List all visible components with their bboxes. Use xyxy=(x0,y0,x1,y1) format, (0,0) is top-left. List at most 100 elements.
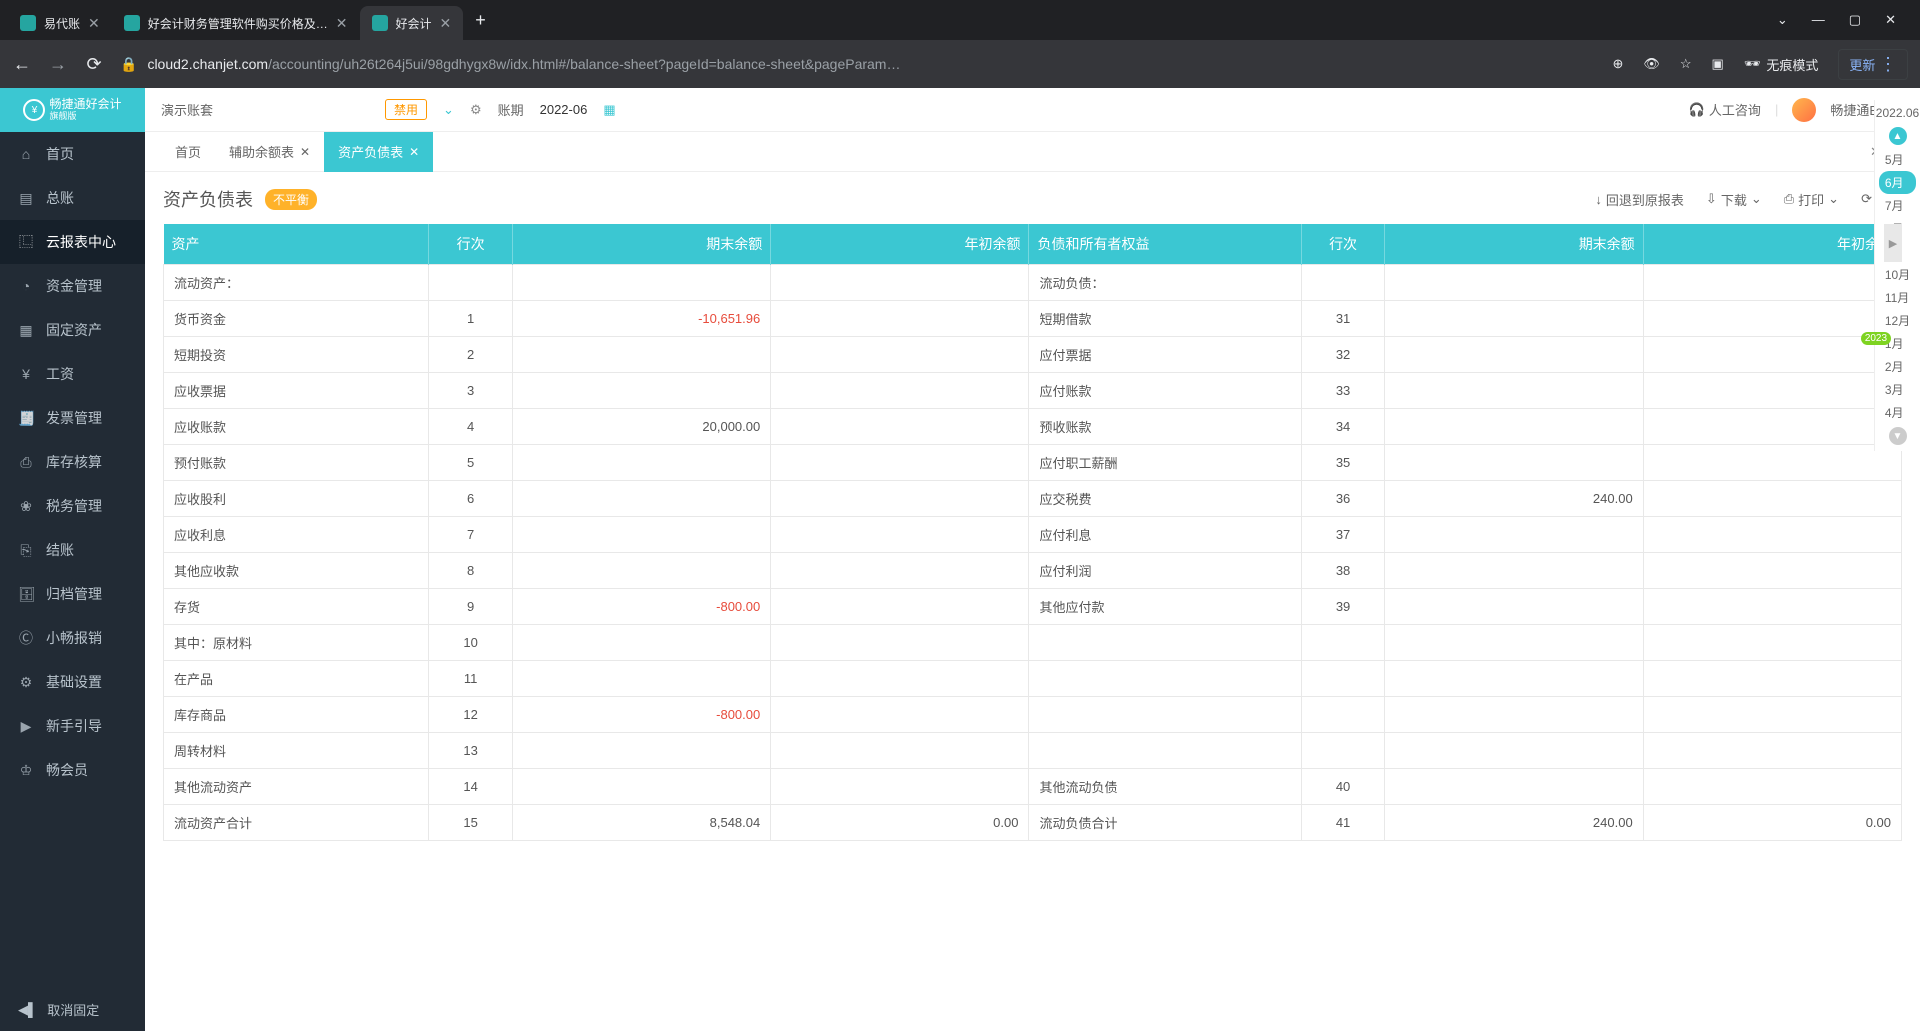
month-item[interactable]: 3月 xyxy=(1879,378,1916,401)
cell[interactable] xyxy=(1385,625,1643,661)
cell[interactable]: 应付票据 xyxy=(1029,337,1301,373)
cell[interactable] xyxy=(512,445,770,481)
reload-button[interactable]: ⟳ xyxy=(84,54,104,75)
cell[interactable] xyxy=(1643,373,1901,409)
cell[interactable]: 流动负债： xyxy=(1029,265,1301,301)
cell[interactable]: 5 xyxy=(429,445,513,481)
tab-close-icon[interactable]: ✕ xyxy=(300,145,310,159)
cell[interactable]: -800.00 xyxy=(512,697,770,733)
cell[interactable]: 预收账款 xyxy=(1029,409,1301,445)
sidebar-item[interactable]: ▦固定资产 xyxy=(0,308,145,352)
cell[interactable] xyxy=(1029,733,1301,769)
eye-off-icon[interactable]: 👁 xyxy=(1643,56,1660,72)
month-item[interactable]: 6月 xyxy=(1879,171,1916,194)
tab-close-icon[interactable]: ✕ xyxy=(88,15,100,32)
month-item[interactable]: 2月 xyxy=(1879,355,1916,378)
sidebar-item[interactable]: ⎘结账 xyxy=(0,528,145,572)
cell[interactable]: 应付职工薪酬 xyxy=(1029,445,1301,481)
month-item[interactable]: 11月 xyxy=(1879,286,1916,309)
calendar-icon[interactable]: ▦ xyxy=(603,102,615,118)
sidebar-pin-toggle[interactable]: ◀▌ 取消固定 xyxy=(0,988,145,1031)
cell[interactable]: 应收账款 xyxy=(164,409,429,445)
cell[interactable]: 其他流动负债 xyxy=(1029,769,1301,805)
cell[interactable]: 38 xyxy=(1301,553,1385,589)
cell[interactable]: 周转材料 xyxy=(164,733,429,769)
month-item[interactable]: 4月 xyxy=(1879,401,1916,424)
print-button[interactable]: ⎙打印 ⌄ xyxy=(1784,190,1839,209)
cell[interactable]: 货币资金 xyxy=(164,301,429,337)
cell[interactable]: 31 xyxy=(1301,301,1385,337)
cell[interactable]: 36 xyxy=(1301,481,1385,517)
cell[interactable] xyxy=(512,517,770,553)
cell[interactable]: 0.00 xyxy=(1643,805,1901,841)
cell[interactable] xyxy=(512,661,770,697)
month-up-button[interactable]: ▲ xyxy=(1889,127,1907,145)
disable-tag[interactable]: 禁用 xyxy=(385,99,427,120)
close-icon[interactable]: ✕ xyxy=(1885,12,1896,28)
cell[interactable]: 在产品 xyxy=(164,661,429,697)
cell[interactable] xyxy=(1385,733,1643,769)
cell[interactable] xyxy=(771,589,1029,625)
update-button[interactable]: 更新 ⋮ xyxy=(1838,49,1908,80)
cell[interactable]: 6 xyxy=(429,481,513,517)
cell[interactable]: -800.00 xyxy=(512,589,770,625)
scroll-right-button[interactable]: ▶ xyxy=(1884,224,1902,262)
cell[interactable] xyxy=(1643,661,1901,697)
back-button[interactable]: ← xyxy=(12,54,32,75)
cell[interactable] xyxy=(1385,553,1643,589)
cell[interactable]: 应收利息 xyxy=(164,517,429,553)
cell[interactable]: 流动资产合计 xyxy=(164,805,429,841)
account-dropdown-icon[interactable]: ⌄ xyxy=(443,102,454,118)
cell[interactable] xyxy=(1385,409,1643,445)
sidebar-item[interactable]: ⿺云报表中心 xyxy=(0,220,145,264)
cell[interactable] xyxy=(1301,661,1385,697)
cell[interactable] xyxy=(1029,661,1301,697)
gear-icon[interactable]: ⚙ xyxy=(470,102,482,118)
cell[interactable] xyxy=(1385,445,1643,481)
download-button[interactable]: ⇩下载 ⌄ xyxy=(1706,190,1762,209)
cell[interactable]: 其他流动资产 xyxy=(164,769,429,805)
cell[interactable] xyxy=(1301,265,1385,301)
cell[interactable]: 1 xyxy=(429,301,513,337)
cell[interactable] xyxy=(429,265,513,301)
cell[interactable]: 13 xyxy=(429,733,513,769)
cell[interactable] xyxy=(1301,733,1385,769)
month-item[interactable]: 10月 xyxy=(1879,263,1916,286)
cell[interactable]: 39 xyxy=(1301,589,1385,625)
cell[interactable] xyxy=(1385,373,1643,409)
cell[interactable] xyxy=(771,265,1029,301)
sidebar-item[interactable]: ⌂首页 xyxy=(0,132,145,176)
browser-tab[interactable]: 易代账✕ xyxy=(8,6,112,40)
forward-button[interactable]: → xyxy=(48,54,68,75)
cell[interactable] xyxy=(1643,625,1901,661)
cell[interactable] xyxy=(512,265,770,301)
cell[interactable]: 应收股利 xyxy=(164,481,429,517)
cell[interactable] xyxy=(1385,589,1643,625)
cell[interactable]: 14 xyxy=(429,769,513,805)
cell[interactable]: 流动负债合计 xyxy=(1029,805,1301,841)
cell[interactable] xyxy=(771,733,1029,769)
cell[interactable]: 240.00 xyxy=(1385,805,1643,841)
cell[interactable]: 12 xyxy=(429,697,513,733)
star-icon[interactable]: ☆ xyxy=(1680,56,1692,72)
cell[interactable]: 应付账款 xyxy=(1029,373,1301,409)
page-tab[interactable]: 辅助余额表✕ xyxy=(215,132,324,172)
cell[interactable] xyxy=(771,697,1029,733)
cell[interactable] xyxy=(1643,445,1901,481)
cell[interactable]: 9 xyxy=(429,589,513,625)
cell[interactable] xyxy=(1385,769,1643,805)
sidebar-item[interactable]: ◔资金管理 xyxy=(0,264,145,308)
cell[interactable] xyxy=(771,625,1029,661)
cell[interactable] xyxy=(1385,697,1643,733)
cell[interactable]: 2 xyxy=(429,337,513,373)
cell[interactable]: 应交税费 xyxy=(1029,481,1301,517)
cell[interactable] xyxy=(771,373,1029,409)
support-link[interactable]: 🎧 人工咨询 xyxy=(1689,100,1761,119)
cell[interactable]: -10,651.96 xyxy=(512,301,770,337)
cell[interactable] xyxy=(1029,697,1301,733)
cell[interactable] xyxy=(512,481,770,517)
cell[interactable] xyxy=(512,553,770,589)
cell[interactable]: 应付利润 xyxy=(1029,553,1301,589)
cell[interactable]: 40 xyxy=(1301,769,1385,805)
cell[interactable]: 应付利息 xyxy=(1029,517,1301,553)
